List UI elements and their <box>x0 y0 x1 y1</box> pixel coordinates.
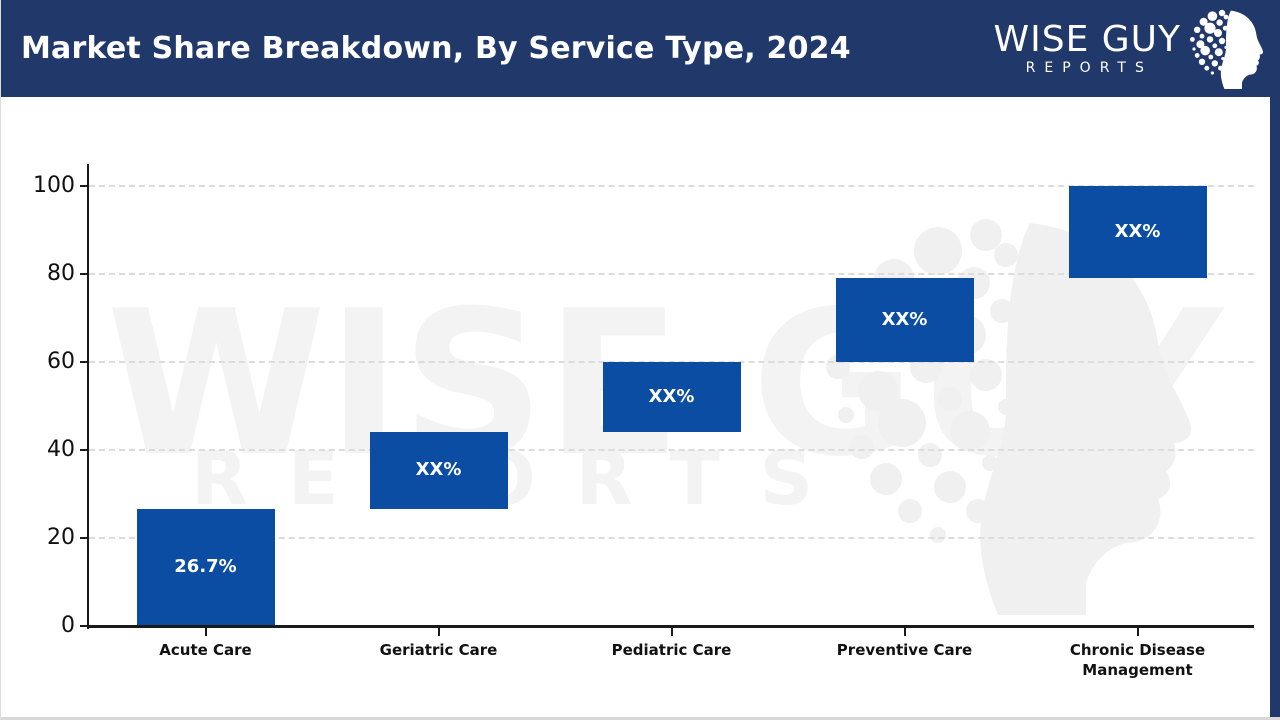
chart-area: WISE GUY REPORTS 02040608010026.7%Acute … <box>1 97 1280 717</box>
x-axis-tick <box>437 627 440 636</box>
wiseguy-head-icon <box>1190 9 1264 89</box>
x-axis-tick <box>903 627 906 636</box>
y-axis-tick <box>80 537 89 539</box>
right-edge-strip <box>1270 0 1280 720</box>
bar-2 <box>602 362 741 433</box>
bar-value-label: XX% <box>1114 221 1161 243</box>
logo-wordmark: WISE GUY <box>993 18 1181 60</box>
category-label: Acute Care <box>159 641 252 659</box>
bar-3 <box>835 278 974 362</box>
page-title: Market Share Breakdown, By Service Type,… <box>21 31 851 66</box>
header-bar: Market Share Breakdown, By Service Type,… <box>1 0 1280 97</box>
gridline <box>89 537 1254 539</box>
y-tick-label: 80 <box>47 261 75 286</box>
watermark-subtitle: REPORTS <box>191 436 854 522</box>
bar-1 <box>369 432 508 509</box>
bar-value-label: 26.7% <box>174 556 237 578</box>
y-tick-label: 100 <box>33 173 75 198</box>
x-axis-line <box>86 625 1254 628</box>
category-label: Pediatric Care <box>611 641 732 659</box>
category-label: Preventive Care <box>836 641 973 659</box>
category-label: Geriatric Care <box>379 641 498 659</box>
y-tick-label: 40 <box>47 437 75 462</box>
y-tick-label: 20 <box>47 525 75 550</box>
x-axis-tick <box>670 627 673 636</box>
y-tick-label: 0 <box>61 613 75 638</box>
logo-subtitle: REPORTS <box>1025 59 1153 76</box>
y-axis-tick <box>80 185 89 187</box>
y-axis-tick <box>80 361 89 363</box>
y-axis-tick <box>80 625 89 627</box>
category-label: Chronic Disease Management <box>1069 641 1206 679</box>
gridline <box>89 273 1254 275</box>
bar-value-label: XX% <box>881 309 928 331</box>
wiseguy-logo: WISE GUY REPORTS <box>994 9 1268 89</box>
x-axis-tick <box>1136 627 1139 636</box>
bar-4 <box>1068 186 1207 279</box>
bottom-edge-border <box>1 717 1280 720</box>
y-axis-line <box>86 164 89 629</box>
x-axis-tick <box>204 627 207 636</box>
wiseguy-logo-text: WISE GUY REPORTS <box>993 18 1182 76</box>
gridline <box>89 449 1254 451</box>
gridline <box>89 185 1254 187</box>
y-axis-tick <box>80 273 89 275</box>
y-axis-tick <box>80 449 89 451</box>
bar-0 <box>136 508 275 626</box>
bar-value-label: XX% <box>415 459 462 481</box>
y-tick-label: 60 <box>47 349 75 374</box>
bar-value-label: XX% <box>648 386 695 408</box>
